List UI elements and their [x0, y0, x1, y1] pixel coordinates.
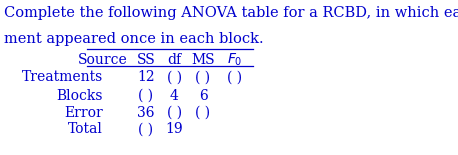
Text: 4: 4 — [170, 89, 179, 103]
Text: 36: 36 — [137, 106, 154, 120]
Text: ( ): ( ) — [227, 71, 242, 84]
Text: df: df — [167, 53, 181, 67]
Text: SS: SS — [136, 53, 155, 67]
Text: ( ): ( ) — [138, 122, 153, 136]
Text: Complete the following ANOVA table for a RCBD, in which each treat-: Complete the following ANOVA table for a… — [4, 6, 458, 20]
Text: ( ): ( ) — [138, 89, 153, 103]
Text: ( ): ( ) — [196, 71, 211, 84]
Text: Error: Error — [64, 106, 103, 120]
Text: ( ): ( ) — [167, 106, 182, 120]
Text: MS: MS — [191, 53, 215, 67]
Text: Source: Source — [78, 53, 128, 67]
Text: $F_0$: $F_0$ — [227, 52, 242, 68]
Text: 6: 6 — [199, 89, 207, 103]
Text: Blocks: Blocks — [56, 89, 103, 103]
Text: 19: 19 — [166, 122, 183, 136]
Text: ( ): ( ) — [196, 106, 211, 120]
Text: ment appeared once in each block.: ment appeared once in each block. — [4, 32, 264, 46]
Text: 12: 12 — [137, 71, 155, 84]
Text: Treatments: Treatments — [22, 71, 103, 84]
Text: ( ): ( ) — [167, 71, 182, 84]
Text: Total: Total — [68, 122, 103, 136]
